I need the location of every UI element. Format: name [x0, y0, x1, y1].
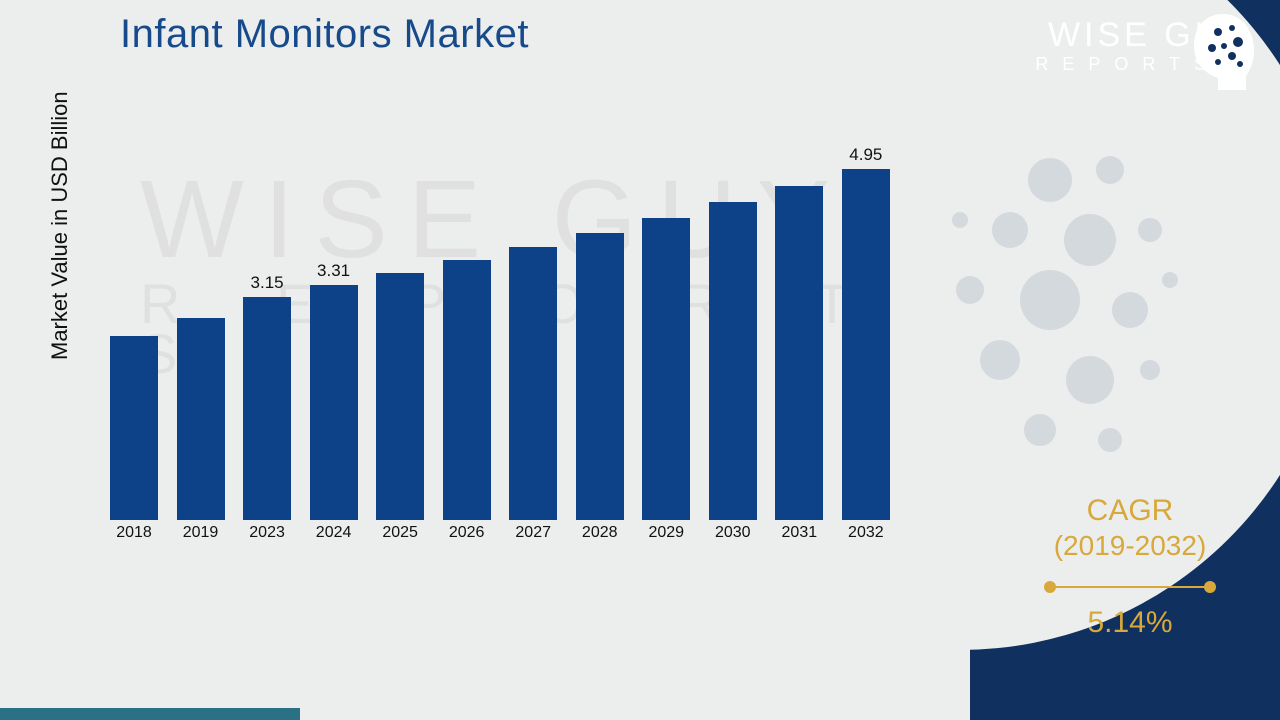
- x-tick-label: 2030: [703, 524, 763, 550]
- x-tick-label: 2028: [570, 524, 630, 550]
- bar: [576, 233, 624, 520]
- bar-column: 3.31: [304, 261, 364, 520]
- brand-sub: REPORTS: [990, 54, 1220, 75]
- y-axis-label: Market Value in USD Billion: [47, 91, 73, 360]
- x-tick-label: 2029: [636, 524, 696, 550]
- bars-container: 3.15 3.31 4.95: [100, 130, 900, 520]
- bar-column: 4.95: [836, 145, 896, 520]
- bar: [642, 218, 690, 520]
- bar-chart: Market Value in USD Billion WISE GUY R E…: [40, 130, 900, 590]
- brand-logo: WISE GUY REPORTS: [990, 18, 1250, 75]
- bar: [775, 186, 823, 520]
- head-dots-graphic: [900, 120, 1200, 480]
- x-tick-label: 2019: [171, 524, 231, 550]
- bar-column: [370, 249, 430, 520]
- cagr-title: CAGR: [1010, 494, 1250, 528]
- x-tick-label: 2025: [370, 524, 430, 550]
- bar-column: [769, 162, 829, 520]
- bar-data-label: 3.15: [251, 273, 284, 293]
- x-tick-label: 2026: [437, 524, 497, 550]
- bar-data-label: 4.95: [849, 145, 882, 165]
- cagr-range: (2019-2032): [1010, 530, 1250, 562]
- bar-column: [104, 312, 164, 520]
- cagr-value: 5.14%: [1010, 606, 1250, 640]
- x-axis-labels: 2018 20192023 20242025 20262027 20282029 2030…: [100, 524, 900, 550]
- bar-column: [437, 236, 497, 520]
- x-tick-label: 2018: [104, 524, 164, 550]
- bar: [376, 273, 424, 520]
- bar: [509, 247, 557, 520]
- bar: [177, 318, 225, 520]
- bar-column: [636, 194, 696, 520]
- x-tick-label: 2027: [503, 524, 563, 550]
- bar-column: [703, 178, 763, 520]
- x-tick-label: 2032: [836, 524, 896, 550]
- bar: [110, 336, 158, 520]
- cagr-divider: [1050, 586, 1210, 588]
- x-tick-label: 2031: [769, 524, 829, 550]
- bottom-accent-strip: [0, 708, 300, 720]
- x-tick-label: 2023: [237, 524, 297, 550]
- bar-data-label: 3.31: [317, 261, 350, 281]
- x-tick-label: 2024: [304, 524, 364, 550]
- bar: [709, 202, 757, 520]
- bar: [443, 260, 491, 520]
- plot-area: WISE GUY R E P O R T S 3.153.314.95 2018…: [100, 130, 900, 550]
- chart-title: Infant Monitors Market: [120, 12, 529, 57]
- cagr-block: CAGR (2019-2032) 5.14%: [1010, 494, 1250, 640]
- brand-head-icon: [1188, 12, 1258, 92]
- bar: [842, 169, 890, 520]
- bar-column: [570, 209, 630, 520]
- bar-column: 3.15: [237, 273, 297, 520]
- bar: [243, 297, 291, 520]
- bar: [310, 285, 358, 520]
- bar-column: [171, 294, 231, 520]
- bar-column: [503, 223, 563, 520]
